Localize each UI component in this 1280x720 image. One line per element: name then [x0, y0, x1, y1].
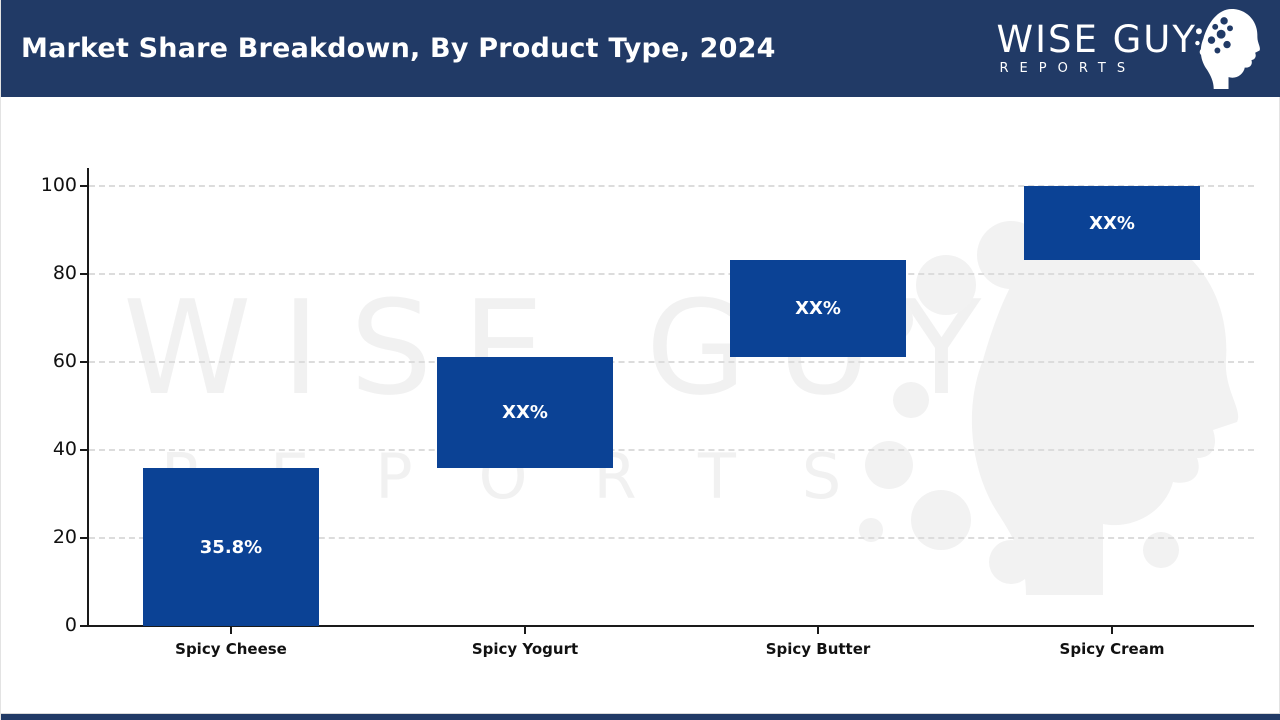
bar-value-label: XX%: [795, 298, 841, 320]
logo-text: WISE GUY REPORTS: [997, 21, 1197, 76]
bar-spicy-butter: XX%: [730, 260, 906, 358]
x-tick-mark: [817, 627, 819, 634]
logo-subtitle: REPORTS: [999, 61, 1137, 76]
category-label-spicy-butter: Spicy Butter: [765, 640, 871, 658]
bar-value-label: XX%: [1089, 212, 1135, 234]
y-tick-label: 40: [52, 437, 77, 460]
category-label-spicy-cream: Spicy Cream: [1059, 640, 1165, 658]
y-tick-mark: [80, 536, 87, 539]
category-label-spicy-cheese: Spicy Cheese: [175, 640, 287, 658]
y-tick-label: 80: [52, 261, 77, 284]
gridline-80: [89, 272, 1254, 275]
y-tick-label: 0: [64, 614, 77, 636]
page-title: Market Share Breakdown, By Product Type,…: [21, 33, 776, 64]
x-tick-mark: [230, 627, 232, 634]
gridline-40: [89, 448, 1254, 451]
y-tick-label: 60: [52, 349, 77, 372]
y-tick-mark: [80, 625, 87, 627]
y-tick-mark: [80, 272, 87, 275]
y-tick-mark: [80, 360, 87, 363]
y-axis-line: [87, 168, 89, 627]
x-axis-line: [87, 625, 1254, 627]
gridline-20: [89, 536, 1254, 539]
bar-value-label: XX%: [502, 402, 548, 424]
bar-spicy-cream: XX%: [1024, 185, 1200, 261]
logo: WISE GUY REPORTS: [997, 0, 1267, 97]
bar-spicy-yogurt: XX%: [437, 357, 613, 469]
y-tick-label: 100: [40, 173, 77, 196]
gridline-100: [89, 184, 1254, 187]
gridline-60: [89, 360, 1254, 363]
bar-spicy-cheese: 35.8%: [143, 468, 319, 626]
category-label-spicy-yogurt: Spicy Yogurt: [471, 640, 579, 658]
bar-value-label: 35.8%: [199, 536, 263, 558]
watermark-head-icon: [859, 219, 1239, 596]
y-tick-label: 20: [52, 525, 77, 548]
x-tick-mark: [1111, 627, 1113, 634]
head-profile-icon: [1195, 8, 1260, 89]
y-tick-mark: [80, 448, 87, 451]
logo-wordmark: WISE GUY: [996, 18, 1197, 61]
header: Market Share Breakdown, By Product Type,…: [1, 0, 1280, 97]
footer-bar: [1, 713, 1280, 720]
y-tick-mark: [80, 184, 87, 187]
x-tick-mark: [524, 627, 526, 634]
